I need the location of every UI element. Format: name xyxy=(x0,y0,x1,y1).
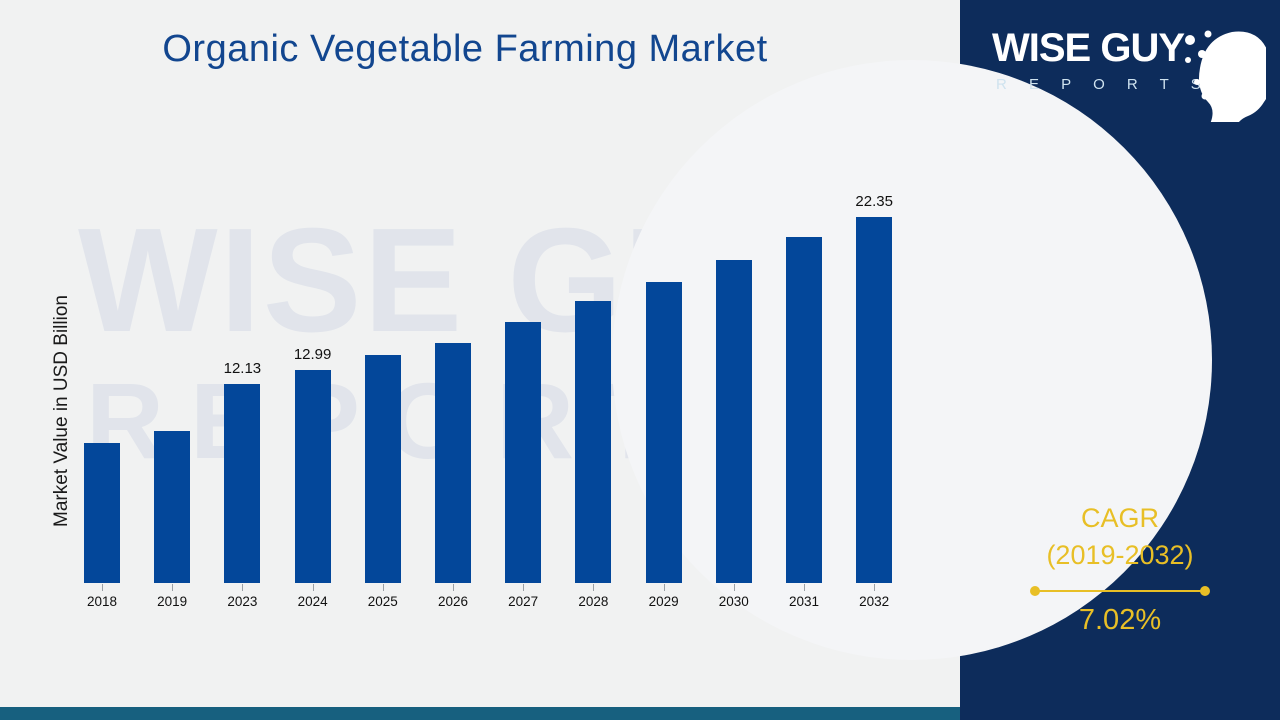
bar-2029 xyxy=(645,281,682,583)
bar-2026 xyxy=(435,342,471,583)
bar-2031 xyxy=(786,237,822,583)
x-axis-tick-2030 xyxy=(733,584,735,591)
x-axis-tick-2023 xyxy=(242,584,244,591)
cagr-block: CAGR (2019-2032) 7.02% xyxy=(960,500,1280,637)
branding-panel: WISE GUY R E P O R T S CAGR (2019-2032) xyxy=(960,0,1280,720)
bar-value-label-2024: 12.99 xyxy=(293,346,332,364)
x-axis-label-2026: 2026 xyxy=(437,594,469,609)
bar-chart-plot-area: 2018 2019 12.13 2023 12.99 2024 2025 2026 2027 20… xyxy=(84,193,893,609)
bottom-accent-strip xyxy=(0,707,960,720)
bar-2025 xyxy=(364,354,401,583)
x-axis-tick-2029 xyxy=(663,584,665,591)
x-axis-tick-2018 xyxy=(102,584,103,591)
x-axis-label-2025: 2025 xyxy=(367,594,398,609)
divider-line xyxy=(1035,590,1205,592)
bar-value-label-2032: 22.35 xyxy=(855,193,893,210)
bar-2024 xyxy=(294,370,331,583)
logo-subtitle: R E P O R T S xyxy=(996,76,1210,93)
bar-2023 xyxy=(224,384,261,583)
cagr-divider xyxy=(1030,586,1210,596)
x-axis-label-2027: 2027 xyxy=(508,594,539,609)
x-axis-tick-2019 xyxy=(172,584,174,591)
x-axis-tick-2024 xyxy=(312,584,314,591)
bar-2018 xyxy=(84,443,120,583)
x-axis-tick-2025 xyxy=(382,584,384,591)
bar-2032 xyxy=(856,217,893,583)
divider-dot-right xyxy=(1200,586,1210,596)
cagr-period: (2019-2032) xyxy=(1046,540,1194,570)
x-axis-label-2028: 2028 xyxy=(578,594,609,609)
x-axis-label-2019: 2019 xyxy=(157,594,188,609)
bar-2019 xyxy=(154,431,191,583)
cagr-value: 7.02% xyxy=(1078,604,1162,636)
x-axis-tick-2027 xyxy=(523,584,525,591)
x-axis-label-2030: 2030 xyxy=(718,594,749,609)
x-axis-label-2029: 2029 xyxy=(648,594,679,609)
bar-2030 xyxy=(715,260,752,583)
logo: WISE GUY R E P O R T S xyxy=(976,26,1266,122)
page-title: Organic Vegetable Farming Market xyxy=(162,28,768,70)
cagr-label: CAGR xyxy=(1080,503,1159,533)
x-axis-tick-2026 xyxy=(453,584,454,591)
logo-wordmark: WISE GUY xyxy=(992,26,1185,70)
x-axis-tick-2028 xyxy=(593,584,595,591)
x-axis-tick-2031 xyxy=(804,584,805,591)
bar-value-label-2023: 12.13 xyxy=(223,360,262,378)
x-axis-tick-2032 xyxy=(874,584,876,591)
x-axis-label-2018: 2018 xyxy=(86,594,118,609)
x-axis-label-2032: 2032 xyxy=(859,594,890,609)
x-axis-label-2024: 2024 xyxy=(297,594,328,609)
x-axis-label-2023: 2023 xyxy=(227,594,258,609)
bar-2028 xyxy=(575,300,612,583)
x-axis-label-2031: 2031 xyxy=(788,594,820,609)
bar-2027 xyxy=(505,322,542,583)
